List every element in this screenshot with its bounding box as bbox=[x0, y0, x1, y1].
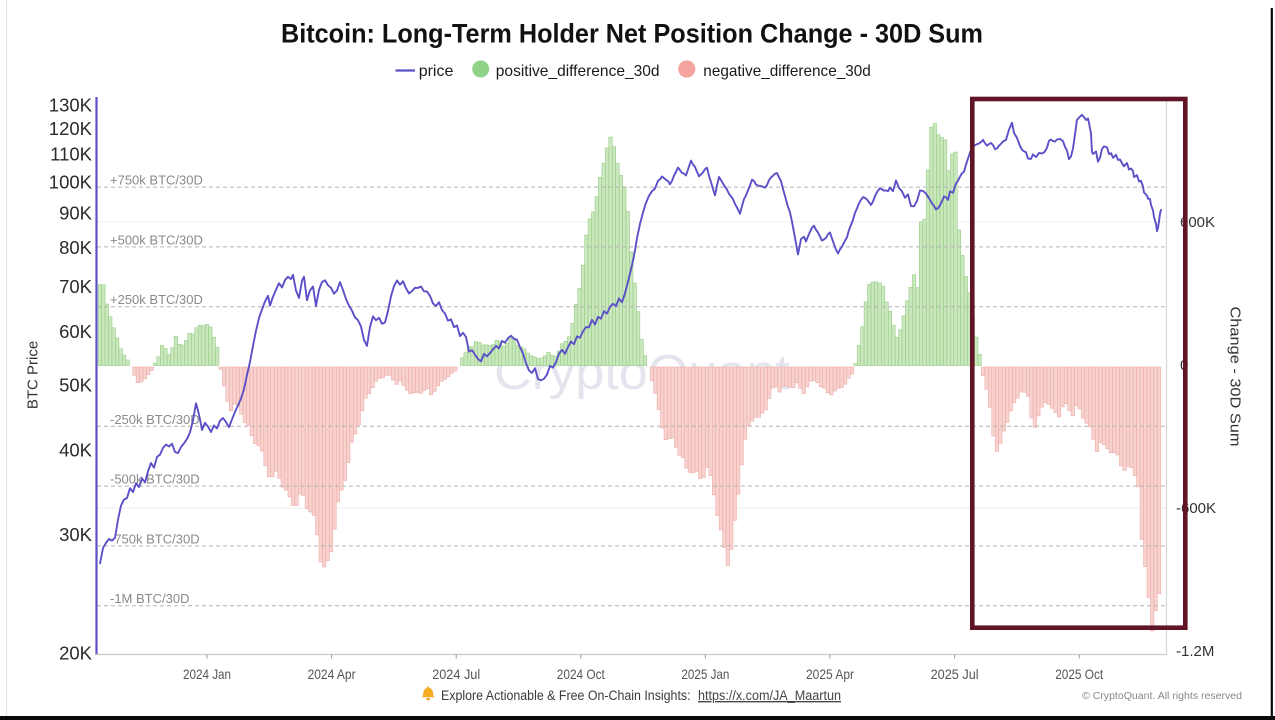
svg-text:60K: 60K bbox=[59, 321, 93, 342]
svg-text:70K: 70K bbox=[59, 276, 93, 297]
svg-text:-500k BTC/30D: -500k BTC/30D bbox=[110, 472, 200, 487]
svg-text:110K: 110K bbox=[50, 144, 92, 165]
svg-text:30K: 30K bbox=[59, 524, 93, 545]
svg-text:price: price bbox=[419, 63, 454, 80]
svg-text:negative_difference_30d: negative_difference_30d bbox=[703, 63, 871, 80]
svg-text:-750k BTC/30D: -750k BTC/30D bbox=[110, 531, 200, 546]
svg-text:80K: 80K bbox=[59, 237, 93, 258]
svg-text:-600K: -600K bbox=[1176, 500, 1216, 517]
svg-text:Bitcoin: Long-Term Holder Net: Bitcoin: Long-Term Holder Net Position C… bbox=[281, 19, 983, 49]
svg-text:Explore Actionable & Free On-C: Explore Actionable & Free On-Chain Insig… bbox=[441, 688, 694, 703]
svg-text:120K: 120K bbox=[49, 118, 93, 139]
svg-text:90K: 90K bbox=[59, 202, 93, 223]
svg-text:130K: 130K bbox=[49, 95, 93, 116]
svg-text:40K: 40K bbox=[59, 440, 93, 461]
svg-text:-250k BTC/30D: -250k BTC/30D bbox=[110, 412, 200, 427]
svg-text:© CryptoQuant. All rights rese: © CryptoQuant. All rights reserved bbox=[1082, 690, 1242, 702]
svg-text:2024 Apr: 2024 Apr bbox=[308, 666, 356, 682]
svg-text:+750k BTC/30D: +750k BTC/30D bbox=[110, 173, 203, 188]
svg-text:2025 Oct: 2025 Oct bbox=[1055, 666, 1103, 682]
svg-text:2024 Oct: 2024 Oct bbox=[557, 666, 605, 682]
svg-text:-1M BTC/30D: -1M BTC/30D bbox=[110, 591, 189, 606]
svg-text:-1.2M: -1.2M bbox=[1176, 643, 1214, 660]
svg-text:https://x.com/JA_Maartun: https://x.com/JA_Maartun bbox=[698, 688, 841, 703]
svg-text:positive_difference_30d: positive_difference_30d bbox=[496, 63, 660, 80]
svg-text:2024 Jul: 2024 Jul bbox=[432, 666, 480, 682]
svg-text:600K: 600K bbox=[1180, 214, 1215, 231]
svg-text:BTC Price: BTC Price bbox=[25, 341, 42, 409]
svg-text:2025 Apr: 2025 Apr bbox=[806, 666, 854, 682]
svg-text:Change - 30D Sum: Change - 30D Sum bbox=[1227, 307, 1244, 447]
svg-text:+250k BTC/30D: +250k BTC/30D bbox=[110, 292, 203, 307]
svg-text:2024 Jan: 2024 Jan bbox=[183, 666, 231, 682]
svg-text:50K: 50K bbox=[59, 374, 93, 395]
svg-text:2025 Jan: 2025 Jan bbox=[681, 666, 729, 682]
svg-text:20K: 20K bbox=[59, 643, 93, 664]
svg-text:+500k BTC/30D: +500k BTC/30D bbox=[110, 232, 203, 247]
svg-text:100K: 100K bbox=[49, 172, 93, 193]
svg-text:2025 Jul: 2025 Jul bbox=[931, 666, 979, 682]
